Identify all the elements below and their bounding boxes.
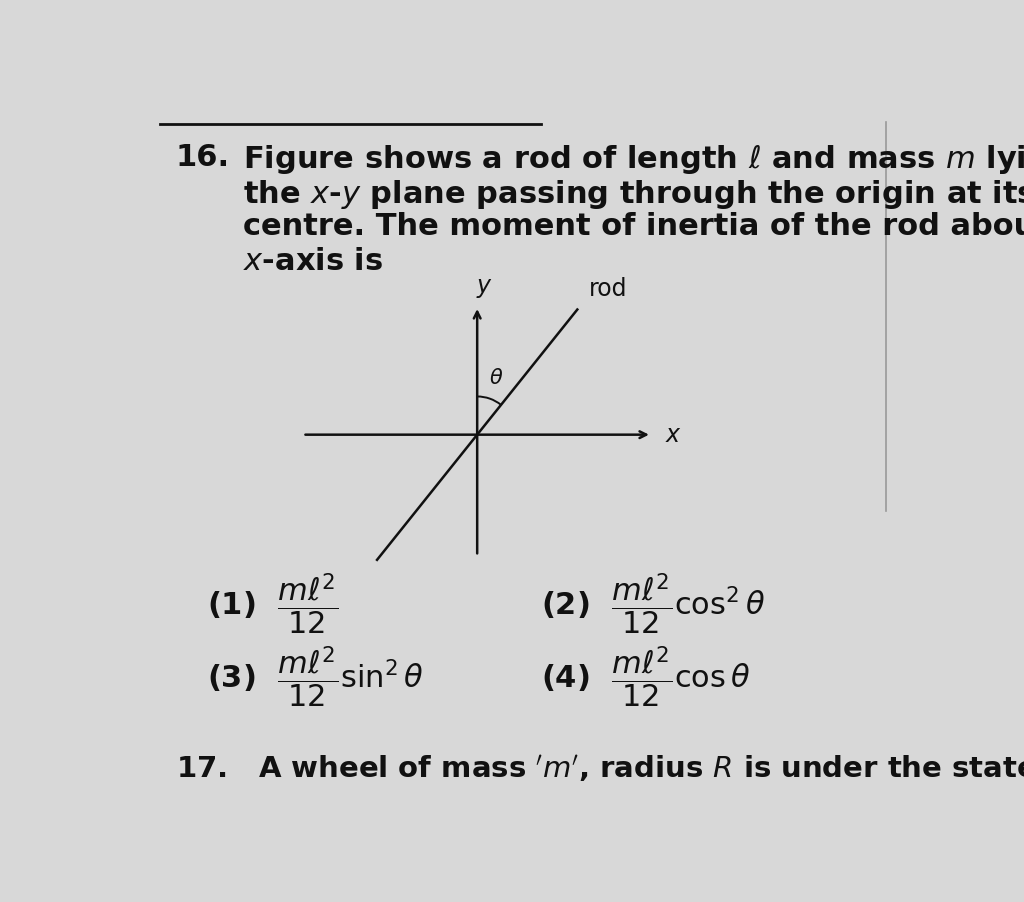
Text: Figure shows a rod of length $\ell$ and mass $m$ lying in: Figure shows a rod of length $\ell$ and …	[243, 143, 1024, 176]
Text: (1)  $\dfrac{m\ell^2}{12}$: (1) $\dfrac{m\ell^2}{12}$	[207, 572, 339, 638]
Text: centre. The moment of inertia of the rod about: centre. The moment of inertia of the rod…	[243, 213, 1024, 242]
Text: 17.   A wheel of mass $'m'$, radius $R$ is under the state of: 17. A wheel of mass $'m'$, radius $R$ is…	[176, 753, 1024, 784]
Text: 16.: 16.	[176, 143, 229, 172]
Text: (2)  $\dfrac{m\ell^2}{12}\cos^2\theta$: (2) $\dfrac{m\ell^2}{12}\cos^2\theta$	[541, 572, 765, 638]
Text: (3)  $\dfrac{m\ell^2}{12}\sin^2\theta$: (3) $\dfrac{m\ell^2}{12}\sin^2\theta$	[207, 645, 424, 710]
Text: x: x	[666, 423, 680, 446]
Text: rod: rod	[589, 277, 628, 301]
Text: y: y	[476, 274, 490, 298]
Text: (4)  $\dfrac{m\ell^2}{12}\cos\theta$: (4) $\dfrac{m\ell^2}{12}\cos\theta$	[541, 645, 751, 710]
Text: the $x$-$y$ plane passing through the origin at its: the $x$-$y$ plane passing through the or…	[243, 178, 1024, 211]
Text: $x$-axis is: $x$-axis is	[243, 247, 383, 276]
Text: $\theta$: $\theta$	[488, 368, 503, 389]
